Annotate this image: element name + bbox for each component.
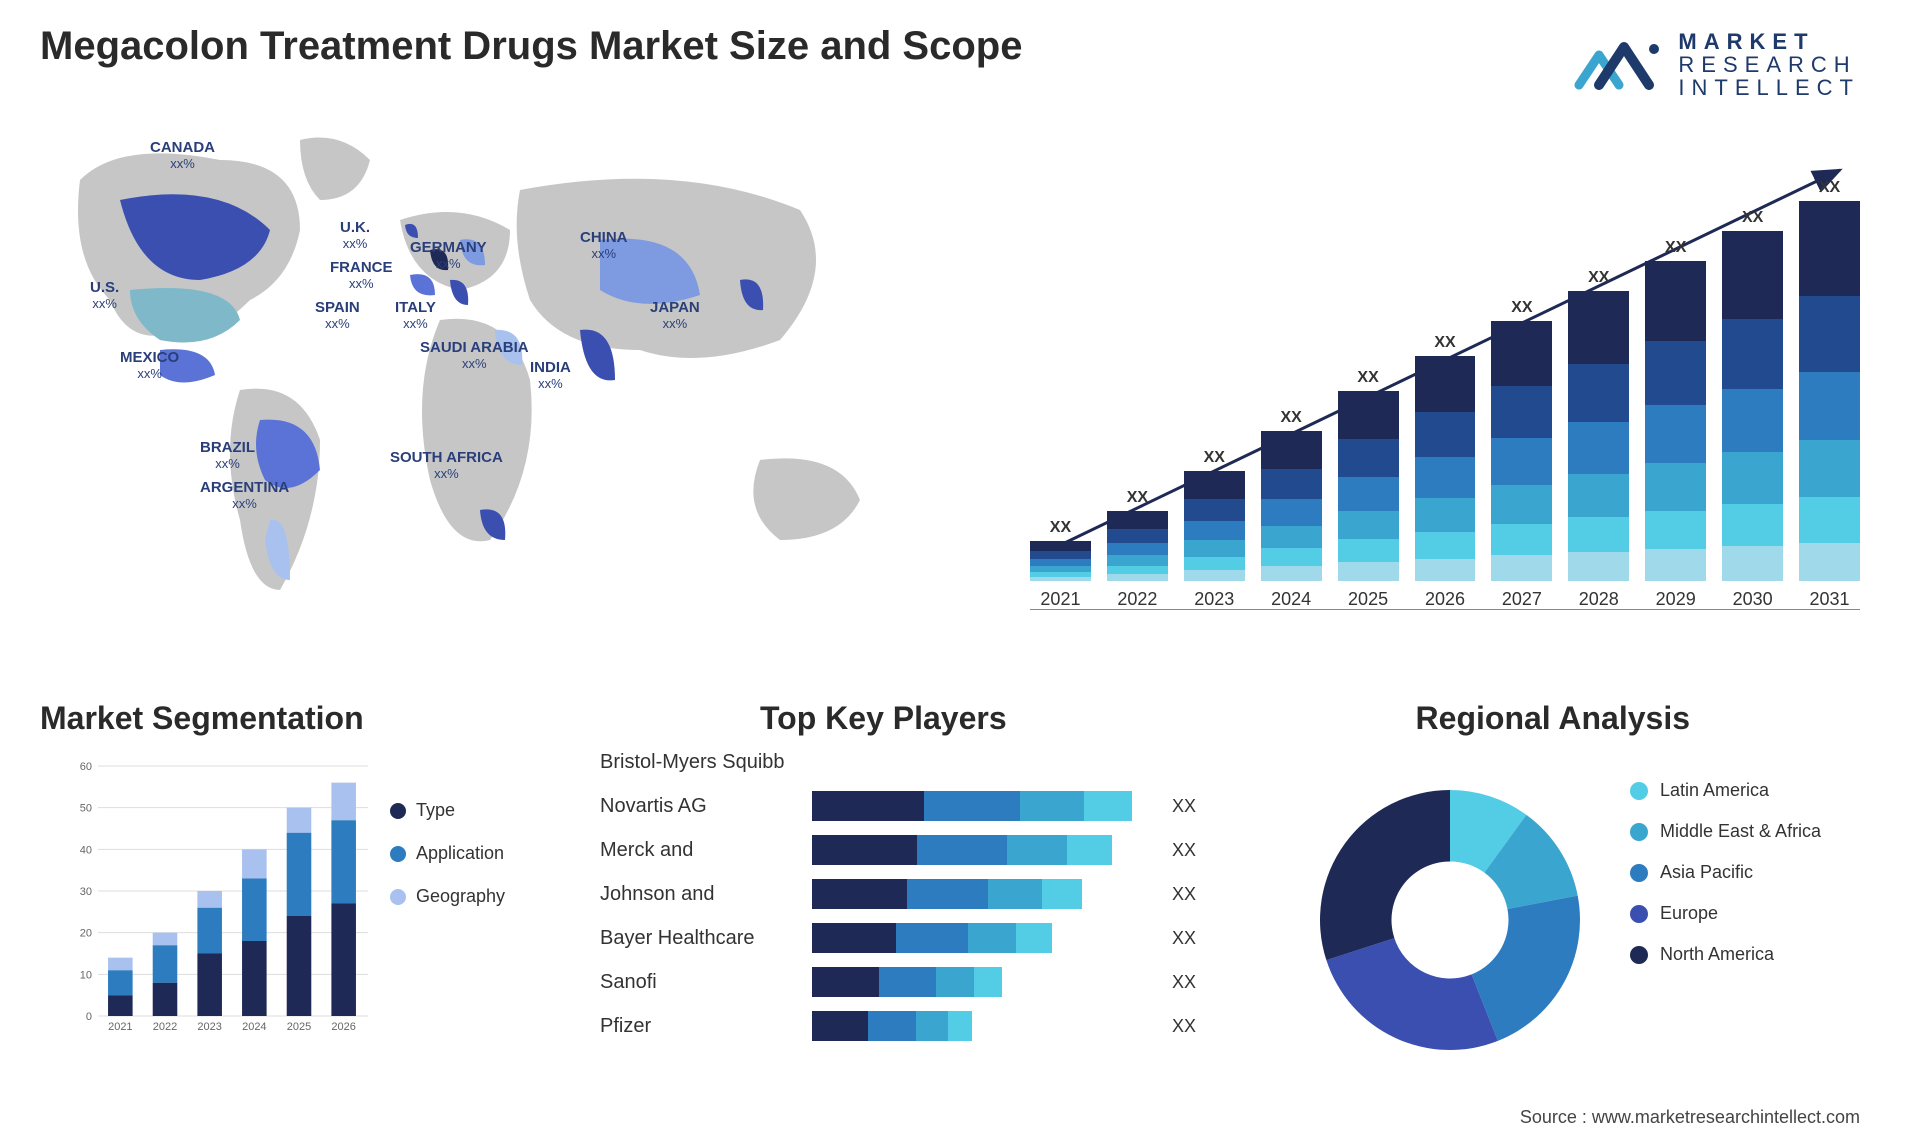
regional-title: Regional Analysis (1416, 700, 1690, 737)
bar-column: XX2029 (1645, 239, 1706, 610)
country-label: U.K.xx% (340, 220, 370, 251)
player-row: Johnson andXX (600, 872, 1240, 916)
player-row: Merck andXX (600, 828, 1240, 872)
player-row: Bristol-Myers Squibb (600, 740, 1240, 784)
players-title: Top Key Players (760, 700, 1007, 737)
country-label: U.S.xx% (90, 280, 119, 311)
segmentation-title: Market Segmentation (40, 700, 364, 737)
legend-item: North America (1630, 944, 1821, 965)
segmentation-legend: Type Application Geography (390, 800, 505, 907)
legend-item: Application (390, 843, 505, 864)
source-text: Source : www.marketresearchintellect.com (1520, 1107, 1860, 1128)
brand-logo: MARKET RESEARCH INTELLECT (1574, 30, 1860, 99)
bar-column: XX2022 (1107, 489, 1168, 610)
country-label: BRAZILxx% (200, 440, 255, 471)
bar-column: XX2028 (1568, 269, 1629, 610)
svg-text:20: 20 (80, 928, 92, 940)
bar-column: XX2021 (1030, 519, 1091, 610)
logo-mark-icon (1574, 35, 1664, 95)
bar-column: XX2025 (1338, 369, 1399, 610)
svg-text:2024: 2024 (242, 1021, 266, 1033)
key-players-chart: Bristol-Myers SquibbNovartis AGXXMerck a… (600, 740, 1240, 1100)
legend-item: Asia Pacific (1630, 862, 1821, 883)
country-label: SPAINxx% (315, 300, 360, 331)
bar-column: XX2024 (1261, 409, 1322, 610)
country-label: CHINAxx% (580, 230, 628, 261)
player-row: PfizerXX (600, 1004, 1240, 1048)
country-label: JAPANxx% (650, 300, 700, 331)
bar-column: XX2031 (1799, 179, 1860, 610)
world-map: CANADAxx% U.S.xx% MEXICOxx% BRAZILxx% ARGENT… (40, 120, 960, 660)
player-row: Novartis AGXX (600, 784, 1240, 828)
bar-column: XX2026 (1415, 334, 1476, 610)
svg-text:10: 10 (80, 969, 92, 981)
svg-text:0: 0 (86, 1011, 92, 1023)
bar-column: XX2030 (1722, 209, 1783, 610)
player-row: Bayer HealthcareXX (600, 916, 1240, 960)
svg-text:50: 50 (80, 803, 92, 815)
market-bar-chart: XX2021XX2022XX2023XX2024XX2025XX2026XX20… (1030, 150, 1860, 650)
world-map-svg (40, 120, 960, 660)
svg-text:2023: 2023 (197, 1021, 221, 1033)
legend-item: Europe (1630, 903, 1821, 924)
svg-text:2026: 2026 (331, 1021, 355, 1033)
country-label: SOUTH AFRICAxx% (390, 450, 503, 481)
bar-column: XX2027 (1491, 299, 1552, 610)
country-label: SAUDI ARABIAxx% (420, 340, 529, 371)
regional-analysis: Latin America Middle East & Africa Asia Pa… (1300, 740, 1860, 1100)
country-label: ARGENTINAxx% (200, 480, 289, 511)
bar-column: XX2023 (1184, 449, 1245, 610)
legend-item: Middle East & Africa (1630, 821, 1821, 842)
donut-chart (1300, 770, 1600, 1070)
country-label: FRANCExx% (330, 260, 393, 291)
country-label: CANADAxx% (150, 140, 215, 171)
svg-text:2021: 2021 (108, 1021, 132, 1033)
segmentation-chart: 0 10 20 30 40 50 60 2021 2022 2023 2024 2025 2026 Ty… (40, 740, 520, 1070)
segmentation-svg: 0 10 20 30 40 50 60 2021 2022 2023 2024 2025 2026 (70, 760, 370, 1040)
regional-legend: Latin America Middle East & Africa Asia Pa… (1630, 780, 1821, 965)
country-label: INDIAxx% (530, 360, 571, 391)
country-label: ITALYxx% (395, 300, 436, 331)
logo-text: MARKET RESEARCH INTELLECT (1678, 30, 1860, 99)
legend-item: Latin America (1630, 780, 1821, 801)
svg-text:60: 60 (80, 761, 92, 773)
country-label: GERMANYxx% (410, 240, 487, 271)
legend-item: Geography (390, 886, 505, 907)
svg-text:2022: 2022 (153, 1021, 177, 1033)
svg-text:2025: 2025 (287, 1021, 311, 1033)
page-title: Megacolon Treatment Drugs Market Size an… (40, 24, 1022, 69)
legend-item: Type (390, 800, 505, 821)
svg-text:30: 30 (80, 886, 92, 898)
country-label: MEXICOxx% (120, 350, 179, 381)
svg-text:40: 40 (80, 844, 92, 856)
player-row: SanofiXX (600, 960, 1240, 1004)
